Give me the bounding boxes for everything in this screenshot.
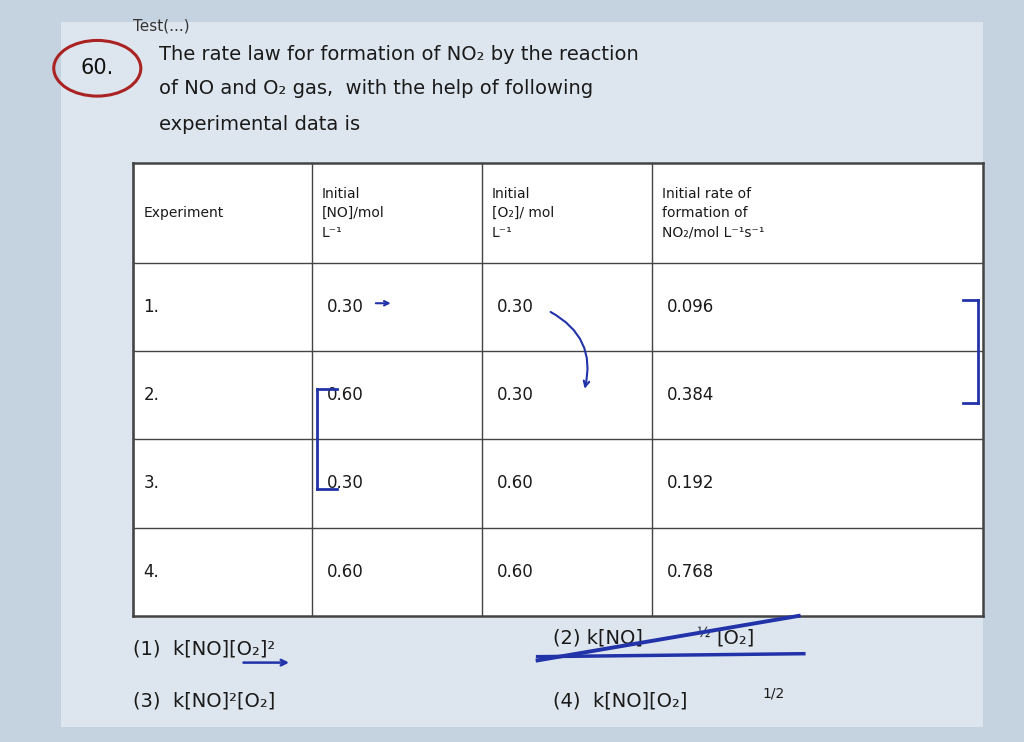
Text: The rate law for formation of NO₂ by the reaction: The rate law for formation of NO₂ by the… [159, 45, 639, 64]
Text: 0.192: 0.192 [667, 474, 715, 493]
Text: 0.60: 0.60 [497, 474, 534, 493]
FancyBboxPatch shape [61, 22, 983, 727]
Text: 0.096: 0.096 [667, 298, 714, 316]
Text: Initial
[O₂]/ mol
L⁻¹: Initial [O₂]/ mol L⁻¹ [492, 186, 554, 240]
Text: 0.30: 0.30 [327, 474, 364, 493]
Text: 0.30: 0.30 [327, 298, 364, 316]
Text: Experiment: Experiment [143, 206, 223, 220]
Text: 0.60: 0.60 [327, 562, 364, 581]
Text: ½: ½ [696, 626, 710, 640]
Text: Test(...): Test(...) [133, 19, 189, 33]
Text: 0.768: 0.768 [667, 562, 714, 581]
Text: 0.384: 0.384 [667, 386, 715, 404]
Text: 1.: 1. [143, 298, 160, 316]
Text: Initial rate of
formation of
NO₂/mol L⁻¹s⁻¹: Initial rate of formation of NO₂/mol L⁻¹… [662, 186, 764, 240]
Text: (2) k[NO]: (2) k[NO] [553, 628, 643, 648]
Bar [133, 163, 983, 616]
Text: 4.: 4. [143, 562, 159, 581]
Text: (4)  k[NO][O₂]: (4) k[NO][O₂] [553, 692, 687, 711]
Text: (1)  k[NO][O₂]²: (1) k[NO][O₂]² [133, 640, 275, 659]
Text: 3.: 3. [143, 474, 160, 493]
Text: 0.30: 0.30 [497, 386, 534, 404]
Text: 0.30: 0.30 [497, 298, 534, 316]
Text: 0.60: 0.60 [497, 562, 534, 581]
Text: (3)  k[NO]²[O₂]: (3) k[NO]²[O₂] [133, 692, 275, 711]
Text: 0.60: 0.60 [327, 386, 364, 404]
Text: Initial
[NO]/mol
L⁻¹: Initial [NO]/mol L⁻¹ [322, 186, 385, 240]
Text: of NO and O₂ gas,  with the help of following: of NO and O₂ gas, with the help of follo… [159, 79, 593, 99]
Text: 60.: 60. [81, 59, 114, 78]
Text: 1/2: 1/2 [763, 687, 785, 700]
Text: [O₂]: [O₂] [717, 628, 755, 648]
Text: 2.: 2. [143, 386, 160, 404]
Text: experimental data is: experimental data is [159, 115, 359, 134]
